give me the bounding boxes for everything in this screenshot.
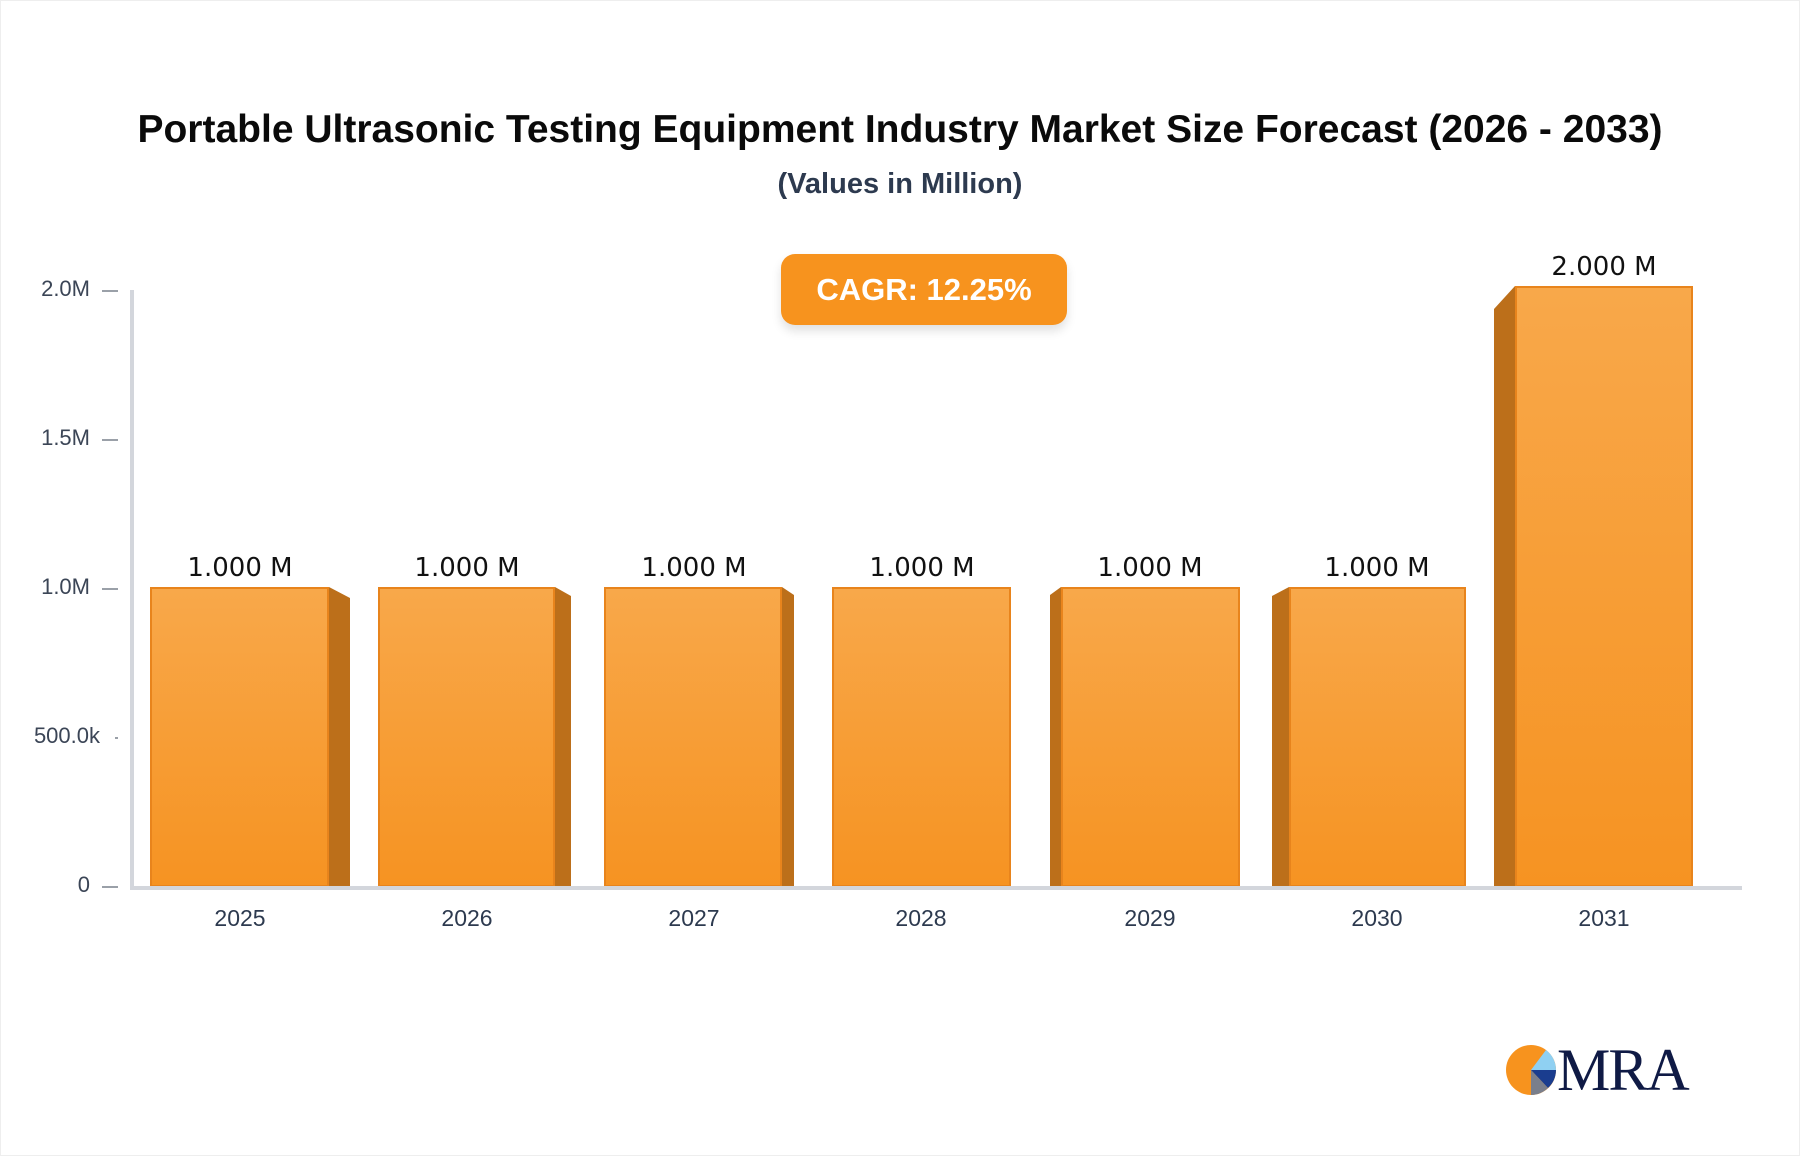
x-tick-label: 2028 — [895, 905, 947, 931]
y-tick-label: 500.0k — [33, 723, 100, 748]
bar-side — [1050, 587, 1061, 887]
chart-subtitle: (Values in Million) — [777, 168, 1023, 200]
x-tick-label: 2027 — [668, 905, 720, 931]
y-tick-mark — [102, 439, 118, 441]
bar-front — [604, 587, 782, 887]
mra-logo: MRA — [1505, 1040, 1705, 1100]
bar-side — [1494, 286, 1515, 887]
x-tick-label: 2029 — [1124, 905, 1176, 931]
y-tick-mark — [102, 886, 118, 888]
bar-side — [555, 587, 571, 887]
x-tick-label: 2031 — [1578, 905, 1630, 931]
bar-value-label: 1.000 M — [1097, 553, 1203, 583]
cagr-badge: CAGR: 12.25% — [781, 254, 1067, 325]
bar-front — [378, 587, 555, 887]
y-tick-mark — [102, 588, 118, 590]
bar-side — [782, 587, 794, 887]
y-tick-label: 0 — [77, 872, 90, 897]
x-axis-line — [130, 886, 1742, 890]
logo-text: MRA — [1557, 1037, 1690, 1103]
y-tick-label: 1.0M — [41, 574, 90, 599]
chart-title: Portable Ultrasonic Testing Equipment In… — [137, 108, 1663, 151]
pie-chart-logo-icon — [1506, 1045, 1556, 1095]
bar-front — [1515, 286, 1693, 887]
bar-value-label: 1.000 M — [414, 553, 520, 583]
x-tick-label: 2025 — [214, 905, 266, 931]
y-tick-mark — [115, 737, 118, 739]
y-tick-label: 1.5M — [41, 425, 90, 450]
bar-value-label: 2.000 M — [1551, 252, 1657, 282]
y-axis-line — [130, 290, 134, 890]
x-tick-label: 2030 — [1351, 905, 1403, 931]
bar-value-label: 1.000 M — [641, 553, 747, 583]
y-tick-label: 2.0M — [41, 276, 90, 301]
bar-front — [1289, 587, 1466, 887]
bar-value-label: 1.000 M — [187, 553, 293, 583]
y-tick-mark — [102, 290, 118, 292]
bar-front — [1061, 587, 1240, 887]
bar-side — [329, 587, 350, 887]
bar-value-label: 1.000 M — [869, 553, 975, 583]
bar-value-label: 1.000 M — [1324, 553, 1430, 583]
bar-front — [832, 587, 1011, 887]
x-tick-label: 2026 — [441, 905, 493, 931]
bar-front — [150, 587, 329, 887]
bar-side — [1272, 587, 1289, 887]
